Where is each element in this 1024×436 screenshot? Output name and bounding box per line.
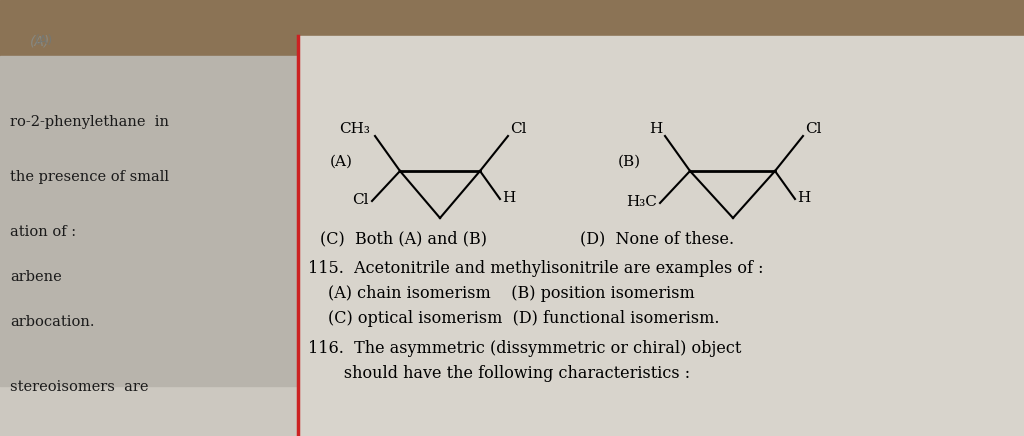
Text: (D)  None of these.: (D) None of these. bbox=[580, 230, 734, 247]
Text: the presence of small: the presence of small bbox=[10, 170, 169, 184]
Bar bbox=[0, 386, 1024, 436]
Bar bbox=[298, 36, 1024, 436]
Text: stereoisomers  are: stereoisomers are bbox=[10, 380, 148, 394]
Text: Cl: Cl bbox=[805, 122, 821, 136]
Text: arbene: arbene bbox=[10, 270, 61, 284]
Text: ro-2-phenylethane  in: ro-2-phenylethane in bbox=[10, 115, 169, 129]
Text: H: H bbox=[502, 191, 515, 205]
Text: (B): (B) bbox=[618, 155, 641, 169]
Text: 116.  The asymmetric (dissymmetric or chiral) object: 116. The asymmetric (dissymmetric or chi… bbox=[308, 340, 741, 357]
Text: CH₃: CH₃ bbox=[339, 122, 370, 136]
Text: (A) chain isomerism    (B) position isomerism: (A) chain isomerism (B) position isomeri… bbox=[328, 285, 694, 302]
Bar bbox=[0, 56, 298, 386]
Bar bbox=[0, 0, 1024, 126]
Bar bbox=[298, 56, 1024, 436]
Text: Cl: Cl bbox=[352, 193, 369, 207]
Text: H: H bbox=[649, 122, 662, 136]
Text: H: H bbox=[797, 191, 810, 205]
Text: (C) optical isomerism  (D) functional isomerism.: (C) optical isomerism (D) functional iso… bbox=[328, 310, 720, 327]
Bar bbox=[0, 96, 298, 436]
Text: (A): (A) bbox=[330, 155, 353, 169]
Text: H₃C: H₃C bbox=[626, 195, 657, 209]
Text: (A): (A) bbox=[30, 35, 50, 49]
Text: arbocation.: arbocation. bbox=[10, 315, 94, 329]
Text: 115.  Acetonitrile and methylisonitrile are examples of :: 115. Acetonitrile and methylisonitrile a… bbox=[308, 260, 764, 277]
Text: (A): (A) bbox=[35, 34, 53, 47]
Text: (C)  Both (A) and (B): (C) Both (A) and (B) bbox=[319, 230, 487, 247]
Text: ation of :: ation of : bbox=[10, 225, 76, 239]
Text: Cl: Cl bbox=[510, 122, 526, 136]
Text: should have the following characteristics :: should have the following characteristic… bbox=[308, 365, 690, 382]
